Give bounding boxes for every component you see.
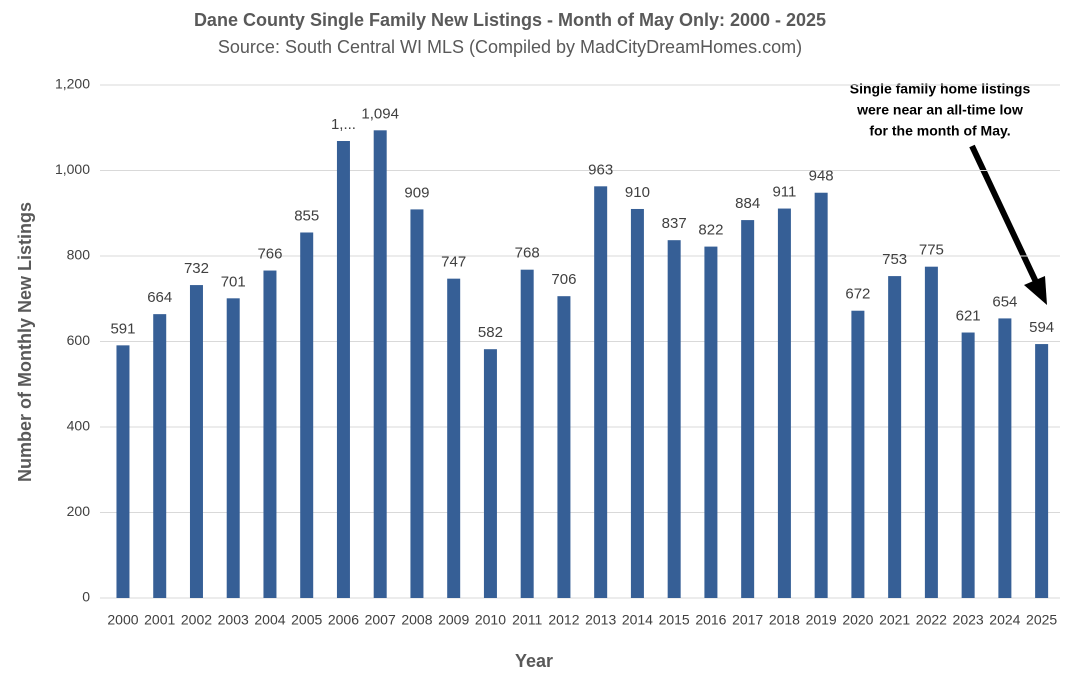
y-tick-label: 200 xyxy=(67,503,91,519)
data-label: 732 xyxy=(184,260,209,277)
data-label: 909 xyxy=(404,184,429,201)
x-tick-label: 2013 xyxy=(585,612,616,628)
data-label: 706 xyxy=(551,271,576,288)
bar xyxy=(704,246,718,598)
data-label: 747 xyxy=(441,254,466,271)
x-tick-label: 2001 xyxy=(144,612,175,628)
arrow-head xyxy=(1024,276,1047,305)
x-tick-label: 2020 xyxy=(842,612,873,628)
data-label: 775 xyxy=(919,242,944,259)
bar xyxy=(226,298,240,598)
data-label: 664 xyxy=(147,289,172,306)
x-tick-label: 2018 xyxy=(769,612,800,628)
data-label: 753 xyxy=(882,251,907,268)
y-tick-label: 1,000 xyxy=(55,161,90,177)
data-label: 591 xyxy=(110,320,135,337)
x-tick-label: 2021 xyxy=(879,612,910,628)
y-tick-label: 400 xyxy=(67,418,91,434)
annotation-line: Single family home listings xyxy=(850,81,1031,97)
bar xyxy=(961,332,975,598)
data-label: 1,... xyxy=(331,116,356,133)
bar xyxy=(814,192,828,599)
x-tick-label: 2008 xyxy=(401,612,432,628)
y-tick-label: 1,200 xyxy=(55,76,90,92)
x-tick-label: 2007 xyxy=(365,612,396,628)
bar xyxy=(777,208,791,599)
bar xyxy=(189,285,203,598)
x-tick-label: 2002 xyxy=(181,612,212,628)
annotation-line: were near an all-time low xyxy=(856,102,1023,118)
data-label: 768 xyxy=(515,245,540,262)
bar xyxy=(336,141,350,598)
x-tick-label: 2005 xyxy=(291,612,322,628)
x-tick-label: 2022 xyxy=(916,612,947,628)
bar xyxy=(594,186,608,598)
x-tick-label: 2016 xyxy=(695,612,726,628)
data-label: 1,094 xyxy=(361,105,399,122)
bar xyxy=(116,345,130,598)
x-tick-label: 2017 xyxy=(732,612,763,628)
data-label: 594 xyxy=(1029,319,1054,336)
x-tick-label: 2019 xyxy=(806,612,837,628)
data-label: 672 xyxy=(845,286,870,303)
data-label: 822 xyxy=(698,222,723,239)
y-axis-label: Number of Monthly New Listings xyxy=(15,202,35,482)
x-axis-label: Year xyxy=(515,651,553,671)
data-label: 963 xyxy=(588,161,613,178)
x-tick-label: 2003 xyxy=(218,612,249,628)
bar xyxy=(520,269,534,598)
data-label: 911 xyxy=(772,184,796,201)
x-tick-label: 2000 xyxy=(107,612,138,628)
annotation: Single family home listings were near an… xyxy=(850,81,1031,139)
bar xyxy=(557,296,571,598)
bar xyxy=(630,208,644,598)
y-tick-label: 800 xyxy=(67,247,91,263)
bar xyxy=(998,318,1012,598)
bar xyxy=(300,232,314,599)
x-tick-label: 2012 xyxy=(548,612,579,628)
bar xyxy=(851,310,865,598)
data-label: 948 xyxy=(809,168,834,185)
bar xyxy=(153,314,167,598)
bar xyxy=(667,240,681,598)
data-label: 654 xyxy=(992,293,1017,310)
data-label: 701 xyxy=(221,273,246,290)
x-tick-label: 2009 xyxy=(438,612,469,628)
annotation-line: for the month of May. xyxy=(869,123,1010,139)
bar xyxy=(263,270,277,598)
chart-subtitle: Source: South Central WI MLS (Compiled b… xyxy=(218,37,802,57)
bar xyxy=(1035,344,1049,598)
x-tick-label: 2025 xyxy=(1026,612,1057,628)
data-label: 884 xyxy=(735,195,760,212)
y-tick-label: 0 xyxy=(82,589,90,605)
y-tick-label: 600 xyxy=(67,332,91,348)
x-tick-label: 2014 xyxy=(622,612,653,628)
bar xyxy=(447,278,461,598)
x-tick-label: 2011 xyxy=(512,612,542,628)
x-tick-label: 2006 xyxy=(328,612,359,628)
arrow xyxy=(969,144,1047,305)
chart-title: Dane County Single Family New Listings -… xyxy=(194,10,826,30)
x-tick-label: 2024 xyxy=(989,612,1020,628)
data-label: 910 xyxy=(625,184,650,201)
bar xyxy=(373,130,387,598)
data-label: 766 xyxy=(257,246,282,263)
x-tick-label: 2015 xyxy=(659,612,690,628)
bar xyxy=(483,349,497,598)
bar xyxy=(410,209,424,598)
bar xyxy=(741,220,755,598)
data-label: 837 xyxy=(662,215,687,232)
data-label: 855 xyxy=(294,207,319,224)
bar xyxy=(924,266,938,598)
arrow-shaft xyxy=(969,144,1039,284)
x-tick-label: 2010 xyxy=(475,612,506,628)
bar xyxy=(888,276,902,598)
x-tick-label: 2023 xyxy=(953,612,984,628)
data-label: 621 xyxy=(956,307,981,324)
x-tick-label: 2004 xyxy=(254,612,285,628)
data-label: 582 xyxy=(478,324,503,341)
